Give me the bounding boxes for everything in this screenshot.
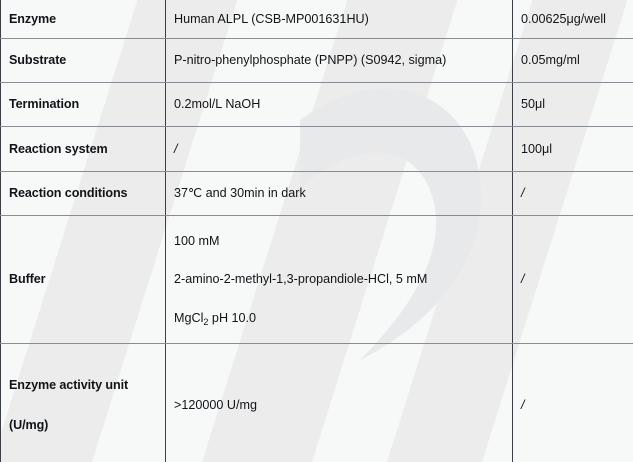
row-label-reaction-conditions: Reaction conditions: [0, 171, 166, 216]
row-label-substrate: Substrate: [0, 38, 166, 83]
cell-text: Enzyme: [9, 11, 56, 26]
cell-text: 0.00625μg/well: [521, 11, 606, 26]
row-value-termination: 0.2mol/L NaOH: [165, 82, 513, 127]
cell-text: Human ALPL (CSB-MP001631HU): [174, 11, 369, 26]
table-row-buffer: Buffer 100 mM 2-amino-2-methyl-1,3-propa…: [0, 215, 633, 344]
row-value-reaction-system: /: [165, 126, 513, 172]
activity-label-line-1: Enzyme activity unit: [9, 377, 129, 392]
row-label-enzyme: Enzyme: [0, 0, 166, 39]
activity-label-line-2: (U/mg): [9, 418, 49, 432]
row-value-reaction-conditions: 37℃ and 30min in dark: [165, 171, 513, 216]
cell-text: 50μl: [521, 97, 546, 112]
buffer-line-concentration: 100 mM: [174, 234, 220, 249]
buffer-mgcl-subscript: 2: [203, 316, 209, 327]
row-amount-buffer: /: [512, 215, 633, 344]
cell-text: 0.05mg/ml: [521, 53, 580, 68]
row-amount-enzyme-activity-unit: /: [512, 343, 633, 462]
cell-text: /: [174, 141, 178, 156]
row-amount-substrate: 0.05mg/ml: [512, 38, 633, 83]
cell-text: 37℃ and 30min in dark: [174, 186, 306, 201]
cell-text: P-nitro-phenylphosphate (PNPP) (S0942, s…: [174, 53, 447, 68]
buffer-line-mgcl2-ph: MgCl2 pH 10.0: [174, 309, 512, 327]
row-amount-enzyme: 0.00625μg/well: [512, 0, 633, 39]
table-row-substrate: Substrate P-nitro-phenylphosphate (PNPP)…: [0, 38, 633, 83]
cell-text: Reaction conditions: [9, 186, 128, 201]
table-row-enzyme: Enzyme Human ALPL (CSB-MP001631HU) 0.006…: [0, 0, 633, 39]
table-row-reaction-system: Reaction system / 100μl: [0, 126, 633, 172]
cell-text: Substrate: [9, 53, 67, 68]
buffer-mgcl-prefix: MgCl: [174, 310, 204, 325]
row-label-termination: Termination: [0, 82, 166, 127]
row-amount-reaction-conditions: /: [512, 171, 633, 216]
cell-text: 0.2mol/L NaOH: [174, 97, 261, 112]
row-value-buffer: 100 mM 2-amino-2-methyl-1,3-propandiole-…: [165, 215, 513, 344]
row-label-enzyme-activity-unit: Enzyme activity unit (U/mg): [0, 343, 166, 462]
row-value-enzyme: Human ALPL (CSB-MP001631HU): [165, 0, 513, 39]
cell-text: >120000 U/mg: [174, 397, 257, 412]
buffer-ph-suffix: pH 10.0: [208, 310, 257, 325]
row-value-enzyme-activity-unit: >120000 U/mg: [165, 343, 513, 462]
row-amount-reaction-system: 100μl: [512, 126, 633, 172]
cell-text: Reaction system: [9, 141, 108, 156]
cell-text: Termination: [9, 97, 80, 112]
cell-text: 100μl: [521, 141, 553, 156]
row-amount-termination: 50μl: [512, 82, 633, 127]
cell-text: /: [521, 397, 525, 412]
row-label-buffer: Buffer: [0, 215, 166, 344]
table-row-termination: Termination 0.2mol/L NaOH 50μl: [0, 82, 633, 127]
cell-text: /: [521, 186, 525, 201]
buffer-line-compound: 2-amino-2-methyl-1,3-propandiole-HCl, 5 …: [174, 272, 428, 287]
cell-text: Buffer: [9, 272, 46, 287]
row-label-reaction-system: Reaction system: [0, 126, 166, 172]
row-value-substrate: P-nitro-phenylphosphate (PNPP) (S0942, s…: [165, 38, 513, 83]
table-row-enzyme-activity-unit: Enzyme activity unit (U/mg) >120000 U/mg…: [0, 343, 633, 462]
table-row-reaction-conditions: Reaction conditions 37℃ and 30min in dar…: [0, 171, 633, 216]
cell-text: /: [521, 272, 525, 287]
